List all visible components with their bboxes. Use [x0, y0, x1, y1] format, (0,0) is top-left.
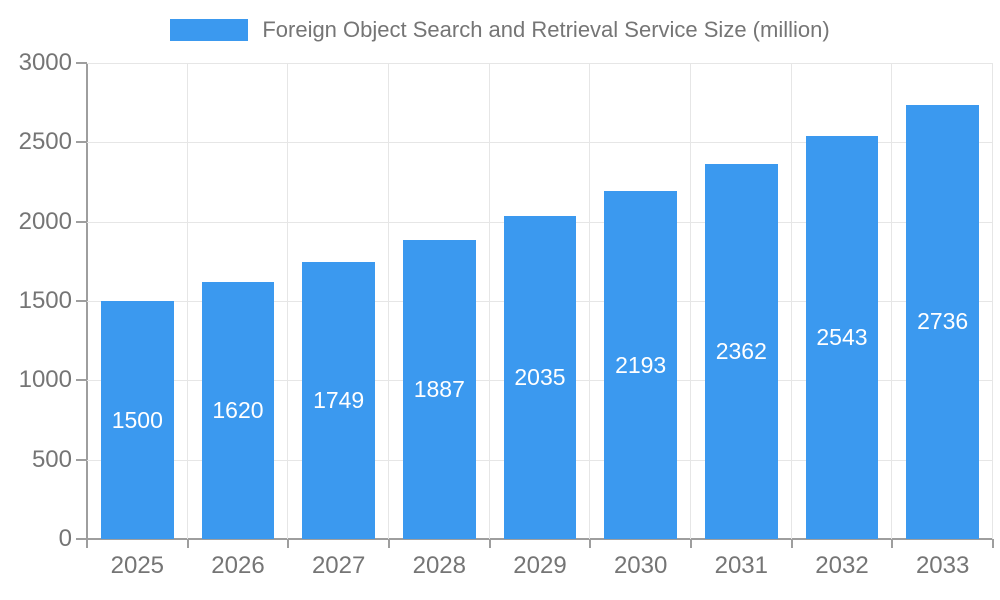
x-tick-label: 2025: [110, 552, 165, 579]
h-gridline: [87, 142, 993, 144]
bar-value-label: 1749: [313, 386, 365, 413]
v-gridline: [488, 63, 490, 539]
x-tick-mark: [287, 539, 290, 548]
h-gridline: [87, 63, 993, 64]
bar: 2736: [906, 104, 980, 539]
bar-value-label: 1500: [111, 406, 163, 433]
y-tick-mark: [76, 458, 87, 461]
plot-area: 1500 1620 1749 1887 2035 2193 2362 2543 2736: [76, 62, 994, 548]
y-tick-mark: [76, 62, 87, 64]
bar-value-label: 2193: [615, 351, 667, 378]
y-tick-label: 1000: [18, 366, 72, 394]
x-tick-label: 2031: [714, 552, 768, 579]
legend-label: Foreign Object Search and Retrieval Serv…: [262, 17, 830, 42]
x-axis: 2025 2026 2027 2028 2029 2030 2031 2032 2033: [87, 552, 993, 582]
v-gridline: [387, 63, 389, 539]
y-tick-label: 1500: [18, 287, 72, 314]
bar: 2035: [503, 216, 577, 539]
x-tick-mark: [790, 539, 793, 548]
y-tick-label: 2500: [18, 128, 72, 156]
y-tick-label: 3000: [18, 49, 72, 76]
bar-value-label: 2543: [816, 323, 868, 350]
x-axis-line: [87, 538, 993, 540]
v-gridline: [992, 63, 993, 539]
v-gridline: [287, 63, 289, 539]
x-tick-label: 2033: [915, 552, 970, 579]
x-tick-mark: [86, 539, 88, 548]
x-tick-label: 2032: [815, 552, 869, 579]
bar: 1620: [201, 281, 275, 539]
y-tick-mark: [76, 538, 87, 540]
x-tick-label: 2029: [513, 552, 567, 579]
x-tick-label: 2030: [613, 552, 668, 579]
y-tick-mark: [76, 379, 87, 382]
y-axis: 0 500 1000 1500 2000 2500 3000: [0, 51, 72, 551]
x-tick-mark: [891, 539, 894, 548]
bar-value-label: 1887: [413, 375, 465, 402]
x-tick-mark: [488, 539, 491, 548]
y-tick-mark: [76, 300, 87, 302]
legend[interactable]: Foreign Object Search and Retrieval Serv…: [0, 17, 1000, 43]
bar-value-label: 2362: [715, 338, 767, 365]
x-tick-mark: [186, 539, 189, 548]
bar-value-label: 1620: [212, 396, 264, 423]
y-tick-label: 500: [31, 445, 72, 473]
x-tick-mark: [589, 539, 592, 548]
y-tick-label: 2000: [18, 207, 72, 235]
v-gridline: [689, 63, 691, 539]
y-axis-line: [86, 63, 88, 548]
bar-value-label: 2736: [917, 308, 969, 335]
bar: 1749: [302, 261, 376, 539]
v-gridline: [186, 63, 188, 539]
v-gridline: [790, 63, 792, 539]
y-tick-mark: [76, 141, 87, 144]
bar-value-label: 2035: [514, 364, 566, 391]
x-tick-label: 2027: [311, 552, 366, 579]
v-gridline: [589, 63, 591, 539]
v-gridline: [891, 63, 893, 539]
bar: 1500: [100, 301, 174, 539]
legend-swatch-icon: [170, 19, 249, 41]
y-tick-mark: [76, 220, 87, 223]
x-tick-mark: [387, 539, 390, 548]
bar: 2543: [805, 135, 879, 539]
x-tick-label: 2028: [412, 552, 466, 579]
x-tick-label: 2026: [211, 552, 265, 579]
x-tick-mark: [689, 539, 692, 548]
y-tick-label: 0: [58, 525, 72, 552]
x-tick-mark: [992, 539, 994, 548]
bar: 2362: [704, 164, 778, 539]
bar: 2193: [604, 191, 678, 539]
bar: 1887: [402, 239, 476, 539]
